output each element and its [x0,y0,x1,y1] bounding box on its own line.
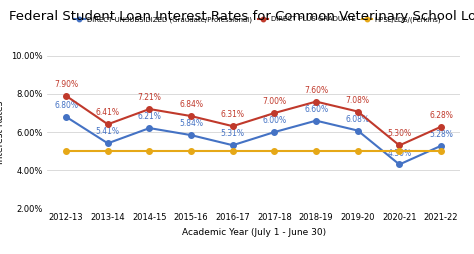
DIRECT PLUS GRADUATE [188,115,194,118]
DIRECT PLUS GRADUATE [313,100,319,103]
DIRECT UNSUBSIDIZED (Graudate/Professional) [146,126,152,130]
Line: DIRECT PLUS GRADUATE: DIRECT PLUS GRADUATE [64,93,444,148]
Text: 6.41%: 6.41% [96,108,120,117]
HPSL/LDS/(Perkins) [397,150,402,153]
Text: 6.28%: 6.28% [429,111,453,120]
DIRECT UNSUBSIDIZED (Graudate/Professional) [272,131,277,134]
Text: 7.21%: 7.21% [137,93,161,102]
Text: 6.60%: 6.60% [304,105,328,114]
Text: 7.60%: 7.60% [304,86,328,95]
Text: 5.84%: 5.84% [179,119,203,128]
Text: 5.30%: 5.30% [387,130,411,138]
DIRECT UNSUBSIDIZED (Graudate/Professional) [355,129,361,132]
DIRECT UNSUBSIDIZED (Graudate/Professional) [313,119,319,122]
DIRECT PLUS GRADUATE [230,125,236,128]
DIRECT PLUS GRADUATE [146,107,152,110]
DIRECT PLUS GRADUATE [105,123,110,126]
Text: 6.31%: 6.31% [221,110,245,119]
Text: 4.30%: 4.30% [387,149,411,157]
Text: 6.00%: 6.00% [262,116,286,125]
Line: HPSL/LDS/(Perkins): HPSL/LDS/(Perkins) [64,148,444,154]
Text: 5.41%: 5.41% [96,127,120,136]
Text: 5.28%: 5.28% [429,130,453,139]
DIRECT UNSUBSIDIZED (Graudate/Professional) [438,144,444,147]
Text: 6.84%: 6.84% [179,100,203,109]
Text: 7.00%: 7.00% [262,97,286,106]
DIRECT PLUS GRADUATE [64,94,69,97]
HPSL/LDS/(Perkins) [188,150,194,153]
HPSL/LDS/(Perkins) [105,150,110,153]
DIRECT UNSUBSIDIZED (Graudate/Professional) [397,163,402,166]
DIRECT PLUS GRADUATE [355,110,361,113]
X-axis label: Academic Year (July 1 - June 30): Academic Year (July 1 - June 30) [182,228,326,237]
HPSL/LDS/(Perkins) [146,150,152,153]
Text: 6.80%: 6.80% [54,101,78,110]
Text: 7.08%: 7.08% [346,96,370,105]
Legend: DIRECT UNSUBSIDIZED (Graudate/Professional), DIRECT PLUS GRADUATE, HPSL/LDS/(Per: DIRECT UNSUBSIDIZED (Graudate/Profession… [72,14,444,26]
Line: DIRECT UNSUBSIDIZED (Graudate/Professional): DIRECT UNSUBSIDIZED (Graudate/Profession… [64,114,444,167]
HPSL/LDS/(Perkins) [438,150,444,153]
Text: 6.08%: 6.08% [346,115,370,124]
Text: 6.21%: 6.21% [137,112,161,121]
HPSL/LDS/(Perkins) [230,150,236,153]
HPSL/LDS/(Perkins) [355,150,361,153]
Y-axis label: Interest Rates: Interest Rates [0,100,5,164]
DIRECT UNSUBSIDIZED (Graudate/Professional) [230,144,236,147]
DIRECT PLUS GRADUATE [272,112,277,115]
DIRECT PLUS GRADUATE [438,125,444,128]
Text: 5.31%: 5.31% [221,129,245,138]
DIRECT PLUS GRADUATE [397,144,402,147]
HPSL/LDS/(Perkins) [64,150,69,153]
DIRECT UNSUBSIDIZED (Graudate/Professional) [64,115,69,118]
Text: 7.90%: 7.90% [54,80,78,89]
DIRECT UNSUBSIDIZED (Graudate/Professional) [188,134,194,137]
DIRECT UNSUBSIDIZED (Graudate/Professional) [105,142,110,145]
Text: Federal Student Loan Interest Rates for Common Veterinary School Loans: Federal Student Loan Interest Rates for … [9,10,474,23]
HPSL/LDS/(Perkins) [272,150,277,153]
HPSL/LDS/(Perkins) [313,150,319,153]
